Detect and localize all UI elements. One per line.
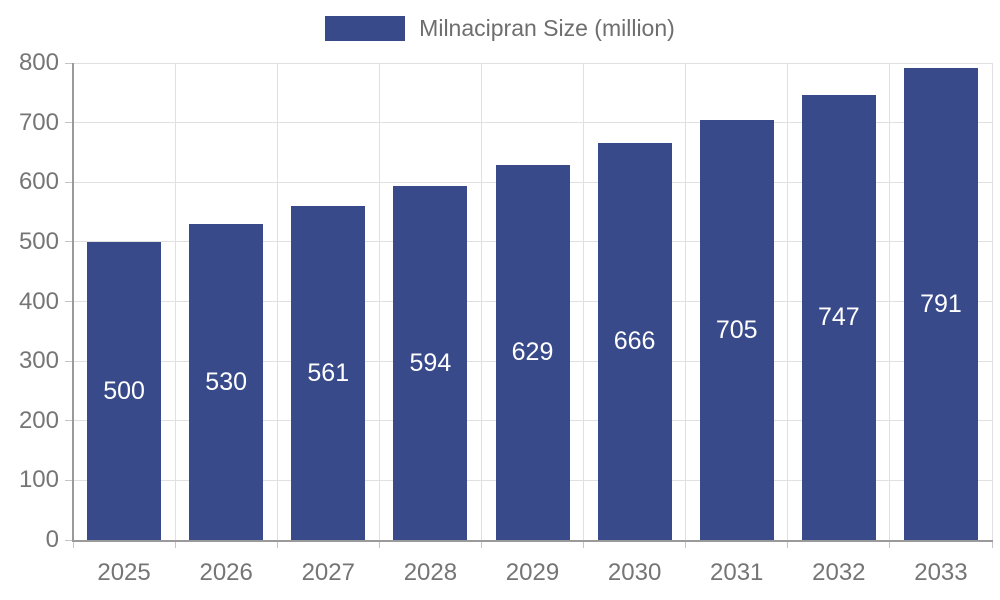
bar xyxy=(597,142,672,540)
x-tick-label: 2030 xyxy=(607,559,662,586)
x-tick xyxy=(378,542,380,548)
bar-value-label: 561 xyxy=(307,358,350,387)
bar-value-label: 500 xyxy=(103,376,145,405)
x-tick xyxy=(685,542,687,548)
bar-value-label: 747 xyxy=(817,303,860,332)
y-tick-label: 700 xyxy=(18,108,59,136)
y-tick xyxy=(65,479,73,481)
y-tick-label: 800 xyxy=(18,49,59,76)
y-tick-label: 100 xyxy=(18,466,59,494)
bar-value-label: 629 xyxy=(511,338,554,367)
bar-value-label: 666 xyxy=(613,327,656,356)
bar xyxy=(495,164,570,540)
x-gridline xyxy=(174,63,176,540)
y-tick-label: 600 xyxy=(18,168,59,196)
x-tick xyxy=(787,542,789,548)
bar-value-label: 705 xyxy=(715,315,758,344)
x-tick-label: 2025 xyxy=(97,559,151,586)
x-tick-label: 2027 xyxy=(301,559,355,586)
legend-label: Milnacipran Size (million) xyxy=(419,15,675,41)
y-tick-label: 300 xyxy=(18,347,59,375)
x-gridline xyxy=(480,63,482,540)
x-tick xyxy=(174,542,176,548)
y-gridline xyxy=(73,122,992,124)
y-tick xyxy=(65,62,73,64)
x-tick xyxy=(276,542,278,548)
bar-value-label: 530 xyxy=(205,367,248,396)
x-axis-line xyxy=(72,540,993,542)
bar xyxy=(87,241,162,540)
x-gridline xyxy=(991,63,993,540)
x-tick-label: 2026 xyxy=(199,559,253,586)
bar xyxy=(699,119,774,540)
y-tick xyxy=(65,301,73,302)
x-gridline xyxy=(378,63,380,540)
legend-swatch xyxy=(325,16,406,41)
x-tick-label: 2028 xyxy=(403,559,458,586)
x-tick-label: 2029 xyxy=(505,559,560,586)
x-gridline xyxy=(889,63,891,540)
x-gridline xyxy=(583,63,585,540)
y-tick xyxy=(65,420,73,422)
x-gridline xyxy=(787,63,789,540)
bar xyxy=(801,94,876,540)
x-tick xyxy=(583,542,585,548)
y-tick xyxy=(65,539,73,541)
y-tick-label: 500 xyxy=(18,227,59,255)
y-tick xyxy=(65,241,73,243)
y-tick xyxy=(65,122,73,124)
x-tick-label: 2032 xyxy=(812,559,866,586)
bar xyxy=(903,68,978,540)
x-tick xyxy=(480,542,482,548)
y-axis-line xyxy=(72,63,74,540)
y-gridline xyxy=(73,62,992,64)
y-tick-label: 200 xyxy=(18,406,59,434)
bar-value-label: 791 xyxy=(920,290,962,319)
x-tick xyxy=(889,542,891,548)
y-tick-label: 0 xyxy=(45,526,59,553)
x-gridline xyxy=(276,63,278,540)
x-tick-label: 2031 xyxy=(710,559,764,586)
x-gridline xyxy=(685,63,687,540)
x-tick-label: 2033 xyxy=(914,559,968,586)
bar xyxy=(393,185,468,540)
bar-value-label: 594 xyxy=(409,348,452,377)
y-tick xyxy=(65,360,73,362)
x-tick xyxy=(72,542,74,548)
y-tick xyxy=(65,181,73,183)
x-tick xyxy=(991,542,993,548)
y-tick-label: 400 xyxy=(18,287,59,315)
bar xyxy=(189,223,264,540)
bar xyxy=(291,205,366,540)
chart-legend[interactable]: Milnacipran Size (million) xyxy=(0,15,1000,42)
